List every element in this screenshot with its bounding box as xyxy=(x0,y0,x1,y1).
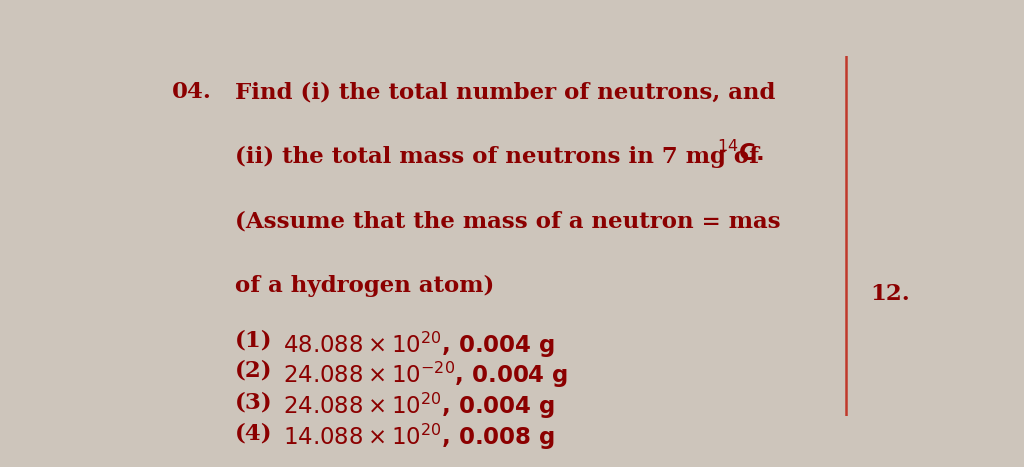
Text: $24.088 \times 10^{-20}$, 0.004 g: $24.088 \times 10^{-20}$, 0.004 g xyxy=(283,360,568,390)
Text: (ii) the total mass of neutrons in 7 mg of: (ii) the total mass of neutrons in 7 mg … xyxy=(236,146,767,168)
Text: (Assume that the mass of a neutron = mas: (Assume that the mass of a neutron = mas xyxy=(236,211,780,233)
Text: (4): (4) xyxy=(236,422,272,444)
Text: $48.088 \times 10^{20}$, 0.004 g: $48.088 \times 10^{20}$, 0.004 g xyxy=(283,329,555,360)
Text: $^{14}$C.: $^{14}$C. xyxy=(717,141,764,166)
Text: (3): (3) xyxy=(236,391,272,413)
Text: of a hydrogen atom): of a hydrogen atom) xyxy=(236,276,495,297)
Text: $14.088 \times 10^{20}$, 0.008 g: $14.088 \times 10^{20}$, 0.008 g xyxy=(283,422,555,453)
Text: (2): (2) xyxy=(236,360,272,382)
Text: Find (i) the total number of neutrons, and: Find (i) the total number of neutrons, a… xyxy=(236,81,775,103)
Text: 04.: 04. xyxy=(172,81,212,103)
Text: (1): (1) xyxy=(236,329,272,351)
Text: $24.088 \times 10^{20}$, 0.004 g: $24.088 \times 10^{20}$, 0.004 g xyxy=(283,391,555,421)
Text: 12.: 12. xyxy=(870,283,909,304)
